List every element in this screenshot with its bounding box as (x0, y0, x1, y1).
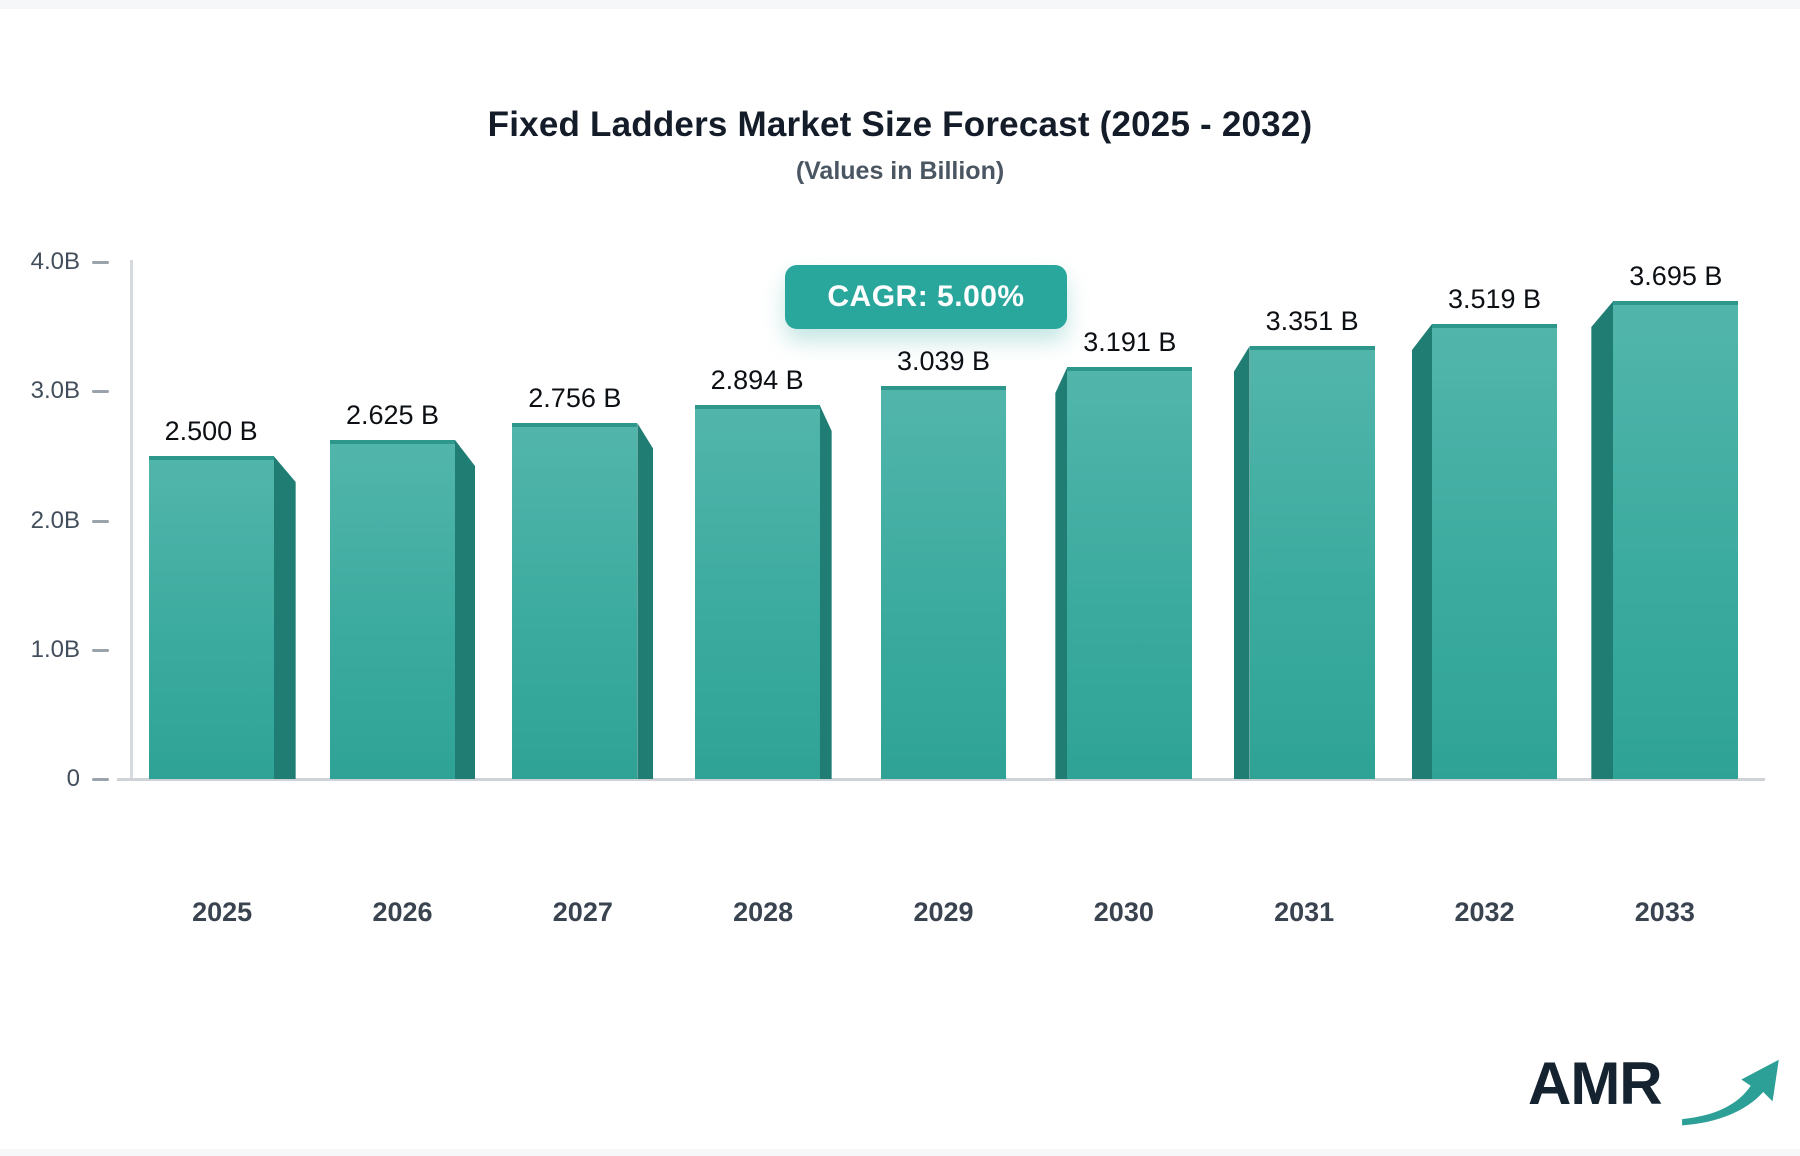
bar (148, 456, 274, 779)
bar-3d-side (273, 456, 296, 779)
bar-column-2031: 3.351 B (1233, 306, 1375, 779)
bar-column-2032: 3.519 B (1412, 284, 1557, 779)
bar-value-label: 2.894 B (710, 365, 804, 395)
bar (881, 386, 1006, 779)
bar-column-2029: 3.039 B (881, 346, 1006, 779)
y-tick-label: 1.0B (30, 635, 80, 663)
x-tick-label: 2031 (1274, 897, 1335, 927)
y-tick-dash (92, 519, 109, 523)
bar-3d-side (1412, 324, 1432, 779)
chart-title: Fixed Ladders Market Size Forecast (2025… (487, 105, 1313, 144)
bar-column-2033: 3.695 B (1591, 261, 1739, 779)
x-tick-label: 2030 (1093, 897, 1154, 927)
y-axis-line (130, 260, 133, 781)
bar (1613, 301, 1739, 779)
bar-value-label: 3.695 B (1629, 261, 1723, 291)
bar-3d-side (637, 423, 654, 779)
bar-value-label: 2.500 B (164, 416, 258, 446)
bar-column-2027: 2.756 B (512, 383, 654, 779)
y-tick-label: 3.0B (30, 377, 80, 405)
bar-3d-side (1591, 301, 1614, 779)
bar-column-2028: 2.894 B (694, 365, 832, 779)
y-tick-dash (92, 390, 109, 394)
bar (1067, 367, 1193, 779)
x-tick-label: 2027 (552, 897, 613, 927)
bar-column-2026: 2.625 B (330, 400, 475, 779)
bar (1432, 324, 1557, 779)
y-tick-dash (92, 648, 109, 652)
bar-value-label: 3.351 B (1265, 306, 1359, 336)
bar-value-label: 3.519 B (1447, 284, 1542, 314)
chart-card: Fixed Ladders Market Size Forecast (2025… (0, 9, 1800, 1149)
x-tick-label: 2033 (1634, 897, 1695, 927)
x-axis-baseline (117, 778, 1765, 781)
bar-3d-side (455, 440, 475, 779)
bar-3d-side (1055, 367, 1068, 779)
y-tick-label: 4.0B (30, 248, 80, 275)
bar-chart-plot: 4.0B 3.0B 2.0B 1.0B 0 2.500 B 2025 2.625 B 2026 2… (0, 9, 1800, 1149)
x-tick-label: 2026 (372, 897, 433, 927)
bar-3d-side (1233, 346, 1250, 779)
bar-value-label: 3.039 B (896, 346, 991, 376)
x-tick-label: 2028 (733, 897, 794, 927)
bar (1249, 346, 1375, 779)
chart-subtitle: (Values in Billion) (795, 157, 1005, 185)
bar-column-2030: 3.191 B (1055, 327, 1193, 779)
x-tick-label: 2025 (192, 897, 253, 927)
x-tick-label: 2032 (1454, 897, 1515, 927)
bar (512, 423, 638, 779)
bar-value-label: 2.625 B (345, 400, 440, 430)
amr-logo-text: AMR (1528, 1050, 1663, 1117)
bar-value-label: 3.191 B (1083, 327, 1177, 357)
bar (330, 440, 455, 779)
y-tick-dash (92, 261, 109, 264)
bar-3d-side (819, 405, 832, 779)
amr-logo: AMR (1528, 1041, 1779, 1131)
y-tick-dash (92, 778, 109, 781)
cagr-badge: CAGR: 5.00% (785, 265, 1067, 329)
x-tick-label: 2029 (913, 897, 974, 927)
y-tick-label: 2.0B (30, 506, 80, 534)
bar (694, 405, 820, 779)
bar-column-2025: 2.500 B (148, 416, 296, 779)
bar-value-label: 2.756 B (528, 383, 622, 413)
y-tick-label: 0 (66, 765, 80, 792)
growth-arrow-icon (1682, 1059, 1779, 1126)
